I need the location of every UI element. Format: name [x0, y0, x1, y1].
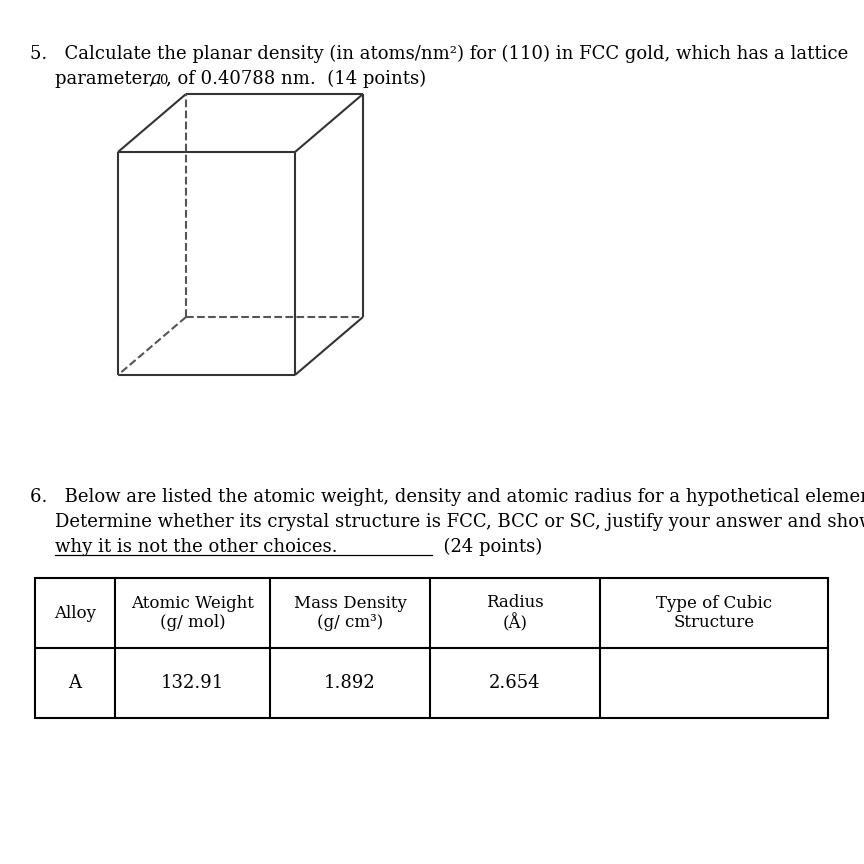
Text: 2.654: 2.654 — [489, 674, 541, 692]
Text: Type of Cubic
Structure: Type of Cubic Structure — [656, 594, 772, 632]
Text: 132.91: 132.91 — [161, 674, 224, 692]
Text: A: A — [68, 674, 81, 692]
Text: Radius
(Å): Radius (Å) — [486, 594, 543, 632]
Text: , of 0.40788 nm.  (14 points): , of 0.40788 nm. (14 points) — [166, 70, 426, 88]
Text: 0: 0 — [159, 74, 168, 87]
Text: Determine whether its crystal structure is FCC, BCC or SC, justify your answer a: Determine whether its crystal structure … — [55, 513, 864, 531]
Text: Atomic Weight
(g/ mol): Atomic Weight (g/ mol) — [131, 594, 254, 632]
Text: parameter,: parameter, — [55, 70, 161, 88]
Text: 5.   Calculate the planar density (in atoms/nm²) for (110) in FCC gold, which ha: 5. Calculate the planar density (in atom… — [30, 45, 848, 63]
Text: Mass Density
(g/ cm³): Mass Density (g/ cm³) — [294, 594, 406, 632]
Text: why it is not the other choices.: why it is not the other choices. — [55, 538, 338, 556]
Bar — [35, 578, 828, 718]
Text: (24 points): (24 points) — [432, 538, 543, 556]
Text: Alloy: Alloy — [54, 605, 96, 621]
Text: 6.   Below are listed the atomic weight, density and atomic radius for a hypothe: 6. Below are listed the atomic weight, d… — [30, 488, 864, 506]
Text: a: a — [150, 70, 161, 88]
Text: 1.892: 1.892 — [324, 674, 376, 692]
